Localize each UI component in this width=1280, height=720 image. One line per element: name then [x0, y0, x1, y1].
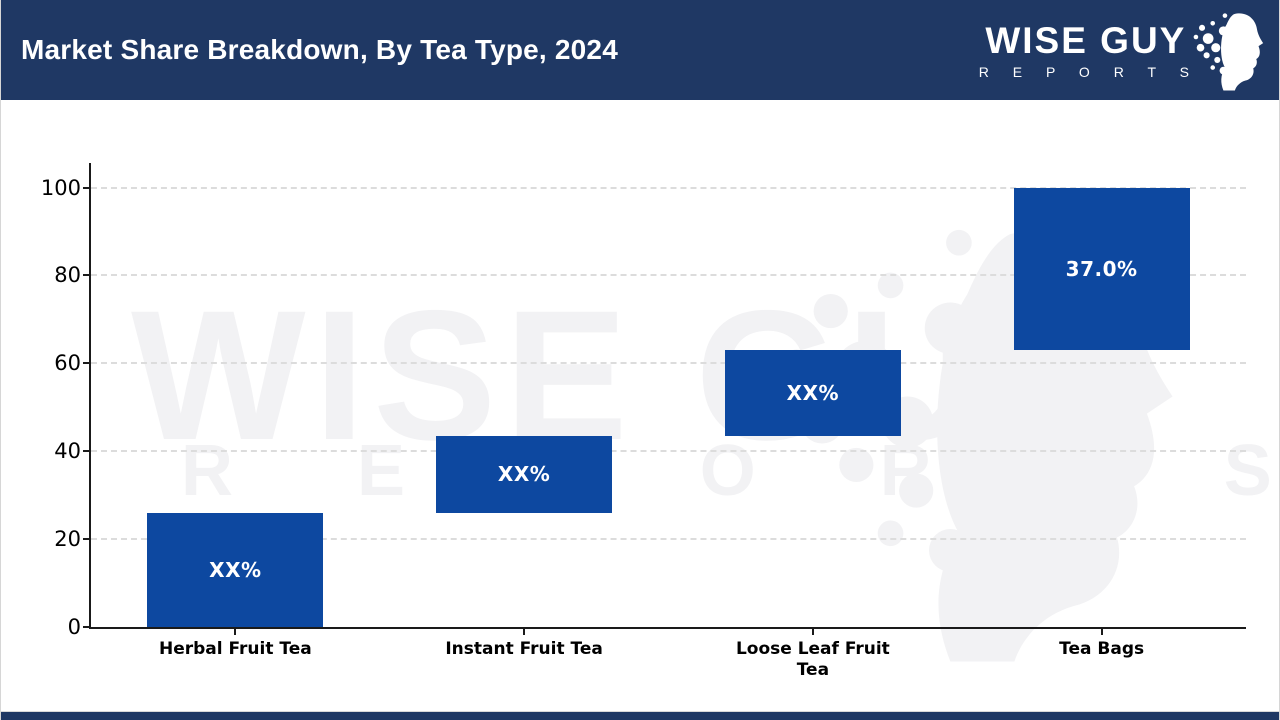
x-category-label: Loose Leaf Fruit Tea: [735, 639, 890, 680]
x-category-label: Herbal Fruit Tea: [158, 639, 312, 659]
header: Market Share Breakdown, By Tea Type, 202…: [1, 0, 1279, 100]
footer-bar: [1, 711, 1279, 720]
bar: 37.0%: [1013, 187, 1190, 351]
y-tick: [83, 450, 91, 453]
logo-reports-text: R E P O R T S: [978, 63, 1199, 80]
bar: XX%: [147, 512, 324, 627]
grid-line: [91, 362, 1246, 365]
grid-line: [91, 450, 1246, 453]
y-tick: [83, 362, 91, 365]
logo-head-icon: [1193, 13, 1264, 91]
y-axis-line: [89, 163, 91, 629]
bar: XX%: [724, 350, 901, 436]
x-category-label: Instant Fruit Tea: [445, 639, 603, 659]
bar: XX%: [436, 435, 613, 513]
grid-line: [91, 274, 1246, 277]
y-tick-label: 40: [54, 439, 81, 464]
y-tick: [83, 274, 91, 277]
y-tick-label: 100: [40, 175, 81, 200]
bar-label: XX%: [786, 380, 840, 405]
x-tick: [1100, 629, 1103, 635]
logo: WISE GUY R E P O R T S: [973, 8, 1271, 92]
y-tick: [83, 186, 91, 189]
x-axis-line: [89, 627, 1246, 629]
y-tick: [83, 626, 91, 628]
x-tick: [234, 629, 237, 635]
logo-text: WISE GUY R E P O R T S: [973, 19, 1199, 80]
y-tick-label: 0: [67, 615, 81, 639]
y-tick: [83, 538, 91, 541]
bar-label: XX%: [209, 557, 262, 582]
x-tick: [523, 629, 526, 635]
y-tick-label: 20: [54, 527, 81, 552]
bar-label: 37.0%: [1065, 256, 1138, 281]
chart-title: Market Share Breakdown, By Tea Type, 202…: [21, 34, 618, 65]
x-tick: [811, 629, 814, 635]
grid-line: [91, 186, 1246, 189]
y-tick-label: 80: [54, 263, 81, 288]
y-tick-label: 60: [54, 351, 81, 376]
x-category-label: Tea Bags: [1059, 639, 1145, 659]
grid-line: [91, 538, 1246, 541]
logo-wordmark: WISE GUY: [985, 19, 1187, 61]
bar-label: XX%: [497, 462, 551, 487]
